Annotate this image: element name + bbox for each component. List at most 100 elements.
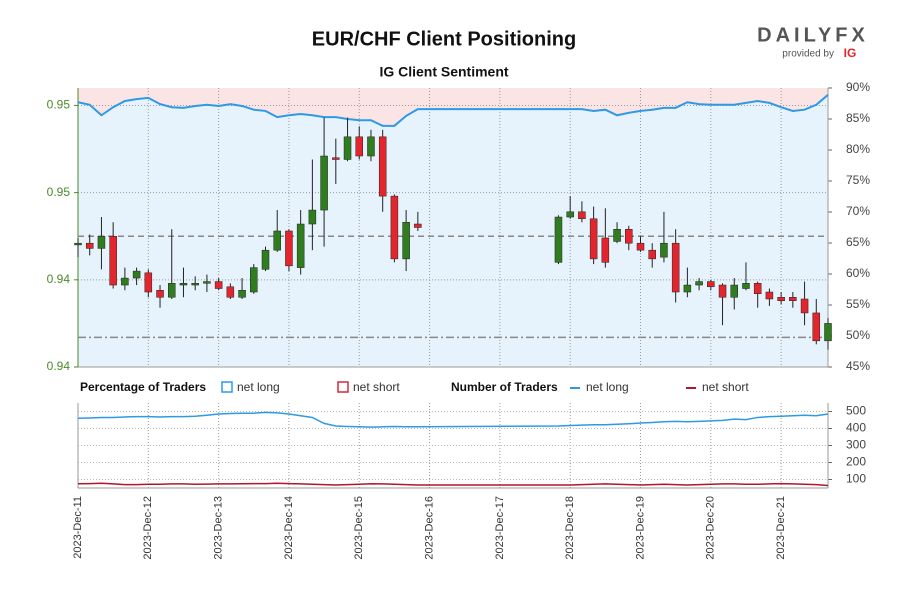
legend-label: net long: [237, 380, 280, 394]
candle-body: [660, 242, 668, 258]
candle-body: [238, 290, 246, 298]
legend-swatch: [221, 381, 233, 393]
candle-body: [554, 216, 563, 263]
x-tick-label: 2023-Dec-21: [775, 496, 787, 560]
candle-body: [589, 218, 598, 260]
y-tick-label: 200: [846, 455, 866, 469]
candle-body: [800, 298, 809, 314]
candle-body: [214, 281, 223, 289]
candle-body: [308, 209, 317, 225]
candle-body: [332, 157, 340, 160]
candle-body: [250, 267, 258, 293]
x-tick-label: 2023-Dec-13: [213, 496, 225, 560]
y-tick-label: 0.94: [47, 359, 71, 373]
candle-body: [730, 284, 738, 298]
logo: DAILYFX: [757, 24, 869, 46]
candle-body: [144, 272, 153, 293]
legend-swatch: [337, 381, 349, 393]
candle-body: [414, 223, 422, 228]
candle-body: [378, 136, 387, 197]
candle-body: [695, 281, 703, 286]
candle-body: [648, 249, 656, 260]
legend-title: Number of Traders: [451, 380, 558, 394]
candle-body: [367, 136, 375, 157]
y2-tick-label: 80%: [846, 142, 870, 156]
candle-body: [636, 242, 645, 251]
candle-body: [812, 312, 821, 342]
candle-body: [109, 235, 117, 286]
candle-body: [683, 284, 692, 293]
y2-tick-label: 60%: [846, 266, 870, 280]
candle-body: [777, 297, 785, 301]
candle-body: [578, 211, 586, 220]
candle-body: [742, 283, 750, 289]
x-tick-label: 2023-Dec-14: [283, 496, 295, 560]
y-tick-label: 100: [846, 472, 866, 486]
legend-label: net short: [702, 380, 749, 394]
candle-body: [285, 230, 293, 267]
candle-body: [261, 249, 270, 270]
y-tick-label: 0.94: [47, 272, 71, 286]
trader-line: [77, 411, 829, 428]
logo-brand: IG: [844, 46, 857, 60]
candle-body: [121, 277, 129, 286]
x-tick-label: 2023-Dec-17: [494, 496, 506, 560]
candle-body: [625, 228, 633, 244]
candle-body: [718, 284, 727, 298]
candle-body: [74, 242, 82, 246]
legend-label: net long: [586, 380, 629, 394]
y2-tick-label: 70%: [846, 204, 870, 218]
candle-body: [320, 155, 328, 211]
candle-body: [97, 235, 106, 249]
candle-body: [179, 283, 188, 286]
x-tick-label: 2023-Dec-20: [705, 496, 717, 560]
candle-body: [601, 237, 610, 263]
candle-body: [355, 136, 363, 157]
candle-body: [191, 283, 199, 286]
trader-line: [77, 482, 829, 487]
x-tick-label: 2023-Dec-19: [634, 496, 646, 560]
candle-body: [402, 222, 410, 260]
candle-body: [296, 223, 305, 268]
x-tick-label: 2023-Dec-12: [142, 496, 154, 560]
y2-tick-label: 65%: [846, 235, 870, 249]
chart-subtitle: IG Client Sentiment: [379, 64, 508, 80]
legend-title: Percentage of Traders: [80, 380, 206, 394]
candle-body: [156, 290, 164, 298]
x-tick-label: 2023-Dec-18: [564, 496, 576, 560]
y2-tick-label: 75%: [846, 173, 870, 187]
candle-body: [671, 242, 680, 293]
candle-body: [753, 283, 762, 295]
logo-provided: provided by: [782, 49, 834, 60]
y2-tick-label: 90%: [846, 80, 870, 94]
candle-body: [168, 283, 176, 298]
candle-body: [566, 211, 574, 218]
y-tick-label: 500: [846, 404, 866, 418]
y-tick-label: 400: [846, 421, 866, 435]
net-long-area: [78, 94, 828, 367]
candle-body: [789, 297, 797, 301]
x-tick-label: 2023-Dec-16: [423, 496, 435, 560]
candle-body: [132, 270, 141, 279]
net-long-line: [77, 94, 829, 127]
x-tick-label: 2023-Dec-15: [353, 496, 365, 560]
candle-body: [765, 291, 774, 300]
y2-tick-label: 50%: [846, 328, 870, 342]
y2-tick-label: 85%: [846, 111, 870, 125]
candle-body: [707, 281, 715, 288]
candle-body: [203, 281, 211, 284]
candle-body: [343, 136, 352, 160]
candle-body: [85, 242, 94, 249]
y-tick-label: 0.95: [47, 185, 71, 199]
candle-body: [824, 323, 832, 342]
y2-tick-label: 45%: [846, 359, 870, 373]
candle-body: [273, 230, 281, 251]
candle-body: [613, 228, 621, 242]
candle-body: [390, 195, 399, 260]
legend-label: net short: [353, 380, 400, 394]
candle-body: [226, 286, 235, 298]
y-tick-label: 0.95: [47, 98, 71, 112]
y-tick-label: 300: [846, 438, 866, 452]
y2-tick-label: 55%: [846, 297, 870, 311]
